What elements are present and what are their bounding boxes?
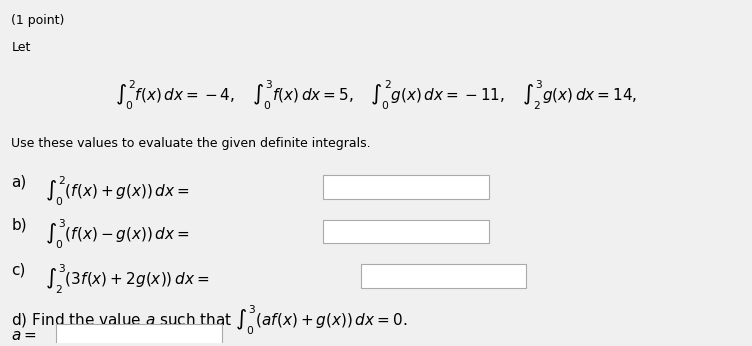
Text: $\int_0^2 f(x)\,dx = -4, \quad \int_0^3 f(x)\,dx = 5, \quad \int_0^2 g(x)\,dx = : $\int_0^2 f(x)\,dx = -4, \quad \int_0^3 … <box>115 79 637 112</box>
Text: d) Find the value $a$ such that $\int_0^3 (af(x) + g(x))\, dx = 0.$: d) Find the value $a$ such that $\int_0^… <box>11 303 408 337</box>
Text: a): a) <box>11 175 26 190</box>
Text: Let: Let <box>11 41 31 54</box>
Text: $\int_0^3 (f(x) - g(x))\, dx =$: $\int_0^3 (f(x) - g(x))\, dx =$ <box>45 218 190 251</box>
FancyBboxPatch shape <box>323 175 489 199</box>
Text: (1 point): (1 point) <box>11 14 65 27</box>
FancyBboxPatch shape <box>56 324 222 346</box>
FancyBboxPatch shape <box>361 264 526 288</box>
Text: c): c) <box>11 262 26 277</box>
FancyBboxPatch shape <box>323 220 489 243</box>
Text: $\int_2^3 (3f(x) + 2g(x))\, dx =$: $\int_2^3 (3f(x) + 2g(x))\, dx =$ <box>45 262 209 296</box>
Text: Use these values to evaluate the given definite integrals.: Use these values to evaluate the given d… <box>11 137 371 150</box>
Text: $\int_0^2 (f(x) + g(x))\, dx =$: $\int_0^2 (f(x) + g(x))\, dx =$ <box>45 175 190 208</box>
Text: $a =$: $a =$ <box>11 328 37 343</box>
Text: b): b) <box>11 218 27 233</box>
